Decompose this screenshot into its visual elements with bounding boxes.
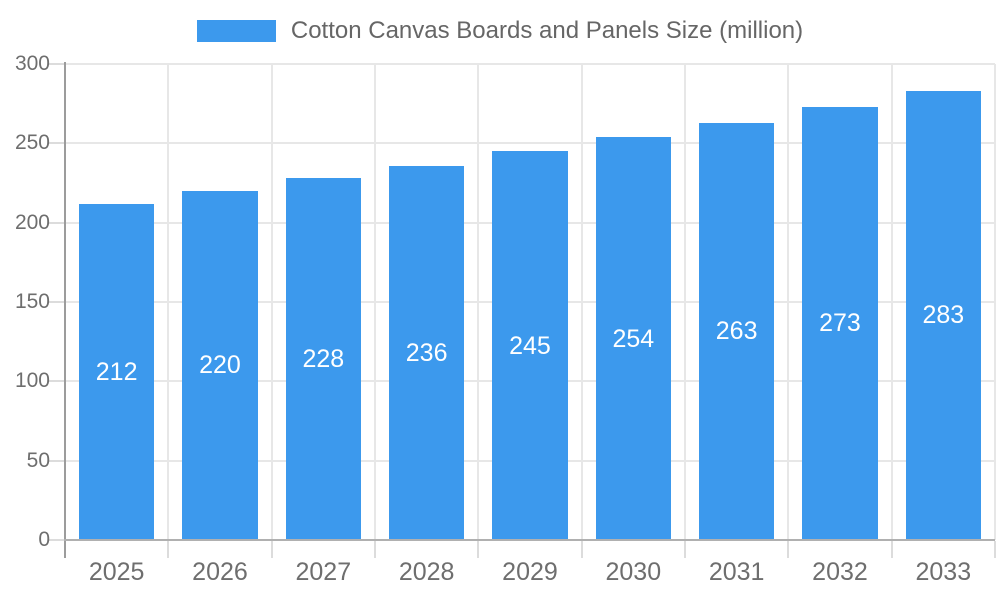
x-tick	[890, 541, 893, 558]
bar-value-label: 228	[302, 345, 345, 374]
v-gridline	[167, 64, 170, 540]
v-gridline	[890, 64, 893, 540]
x-tick-label: 2030	[605, 558, 662, 586]
y-tick-label: 250	[14, 131, 50, 155]
bar: 245	[492, 151, 568, 540]
v-gridline	[684, 64, 686, 540]
x-tick	[167, 541, 170, 558]
x-tick	[477, 541, 480, 558]
y-tick	[48, 142, 64, 145]
legend: Cotton Canvas Boards and Panels Size (mi…	[0, 18, 1000, 44]
bar: 212	[78, 203, 155, 540]
y-tick-label: 300	[14, 52, 50, 75]
x-axis-line	[64, 539, 995, 541]
bar: 228	[285, 178, 362, 540]
y-tick	[48, 221, 64, 224]
h-gridline	[65, 63, 995, 65]
v-gridline	[787, 64, 790, 540]
v-gridline	[994, 64, 996, 540]
legend-label: Cotton Canvas Boards and Panels Size (mi…	[290, 17, 804, 44]
bar-value-label: 254	[612, 324, 655, 353]
v-gridline	[270, 64, 273, 540]
x-tick-label: 2032	[812, 558, 868, 586]
bar-value-label: 236	[405, 338, 448, 367]
x-tick-label: 2026	[192, 558, 248, 586]
y-tick-label: 0	[38, 528, 50, 551]
v-gridline	[580, 64, 583, 540]
y-tick	[48, 63, 64, 65]
bar-value-label: 283	[922, 301, 965, 330]
x-tick-label: 2033	[915, 558, 972, 586]
y-tick	[48, 459, 64, 462]
x-tick	[994, 541, 996, 558]
x-tick	[787, 541, 790, 558]
bar-value-label: 212	[95, 357, 138, 386]
y-tick	[48, 301, 64, 303]
plot-area: 212 220 228 236 245 254 263 273 283	[65, 63, 996, 540]
y-tick	[48, 380, 64, 383]
x-tick-label: 2029	[502, 558, 558, 586]
h-gridline	[65, 142, 995, 145]
v-gridline	[374, 64, 376, 540]
x-tick-label: 2031	[708, 558, 765, 586]
x-tick	[270, 541, 273, 558]
x-tick	[684, 541, 686, 558]
y-tick	[48, 539, 64, 541]
x-tick-label: 2027	[295, 558, 352, 586]
x-tick-label: 2025	[88, 558, 145, 586]
bar-value-label: 220	[199, 351, 241, 380]
x-tick	[580, 541, 583, 558]
legend-swatch	[196, 20, 276, 42]
y-tick-label: 100	[14, 369, 50, 393]
bar-value-label: 263	[715, 317, 758, 346]
bar-value-label: 273	[819, 309, 861, 338]
bar: 273	[802, 106, 878, 540]
y-tick-label: 200	[14, 210, 50, 234]
bar: 254	[595, 137, 672, 540]
x-tick-label: 2028	[398, 558, 455, 586]
bar: 236	[388, 165, 465, 540]
bar-value-label: 245	[509, 331, 551, 360]
bar: 220	[182, 190, 258, 540]
bar: 263	[698, 122, 775, 540]
y-tick-label: 150	[14, 290, 50, 313]
y-axis-line	[64, 62, 66, 558]
x-tick	[374, 541, 376, 558]
y-tick-label: 50	[26, 448, 50, 472]
bar: 283	[905, 90, 982, 540]
v-gridline	[477, 64, 480, 540]
